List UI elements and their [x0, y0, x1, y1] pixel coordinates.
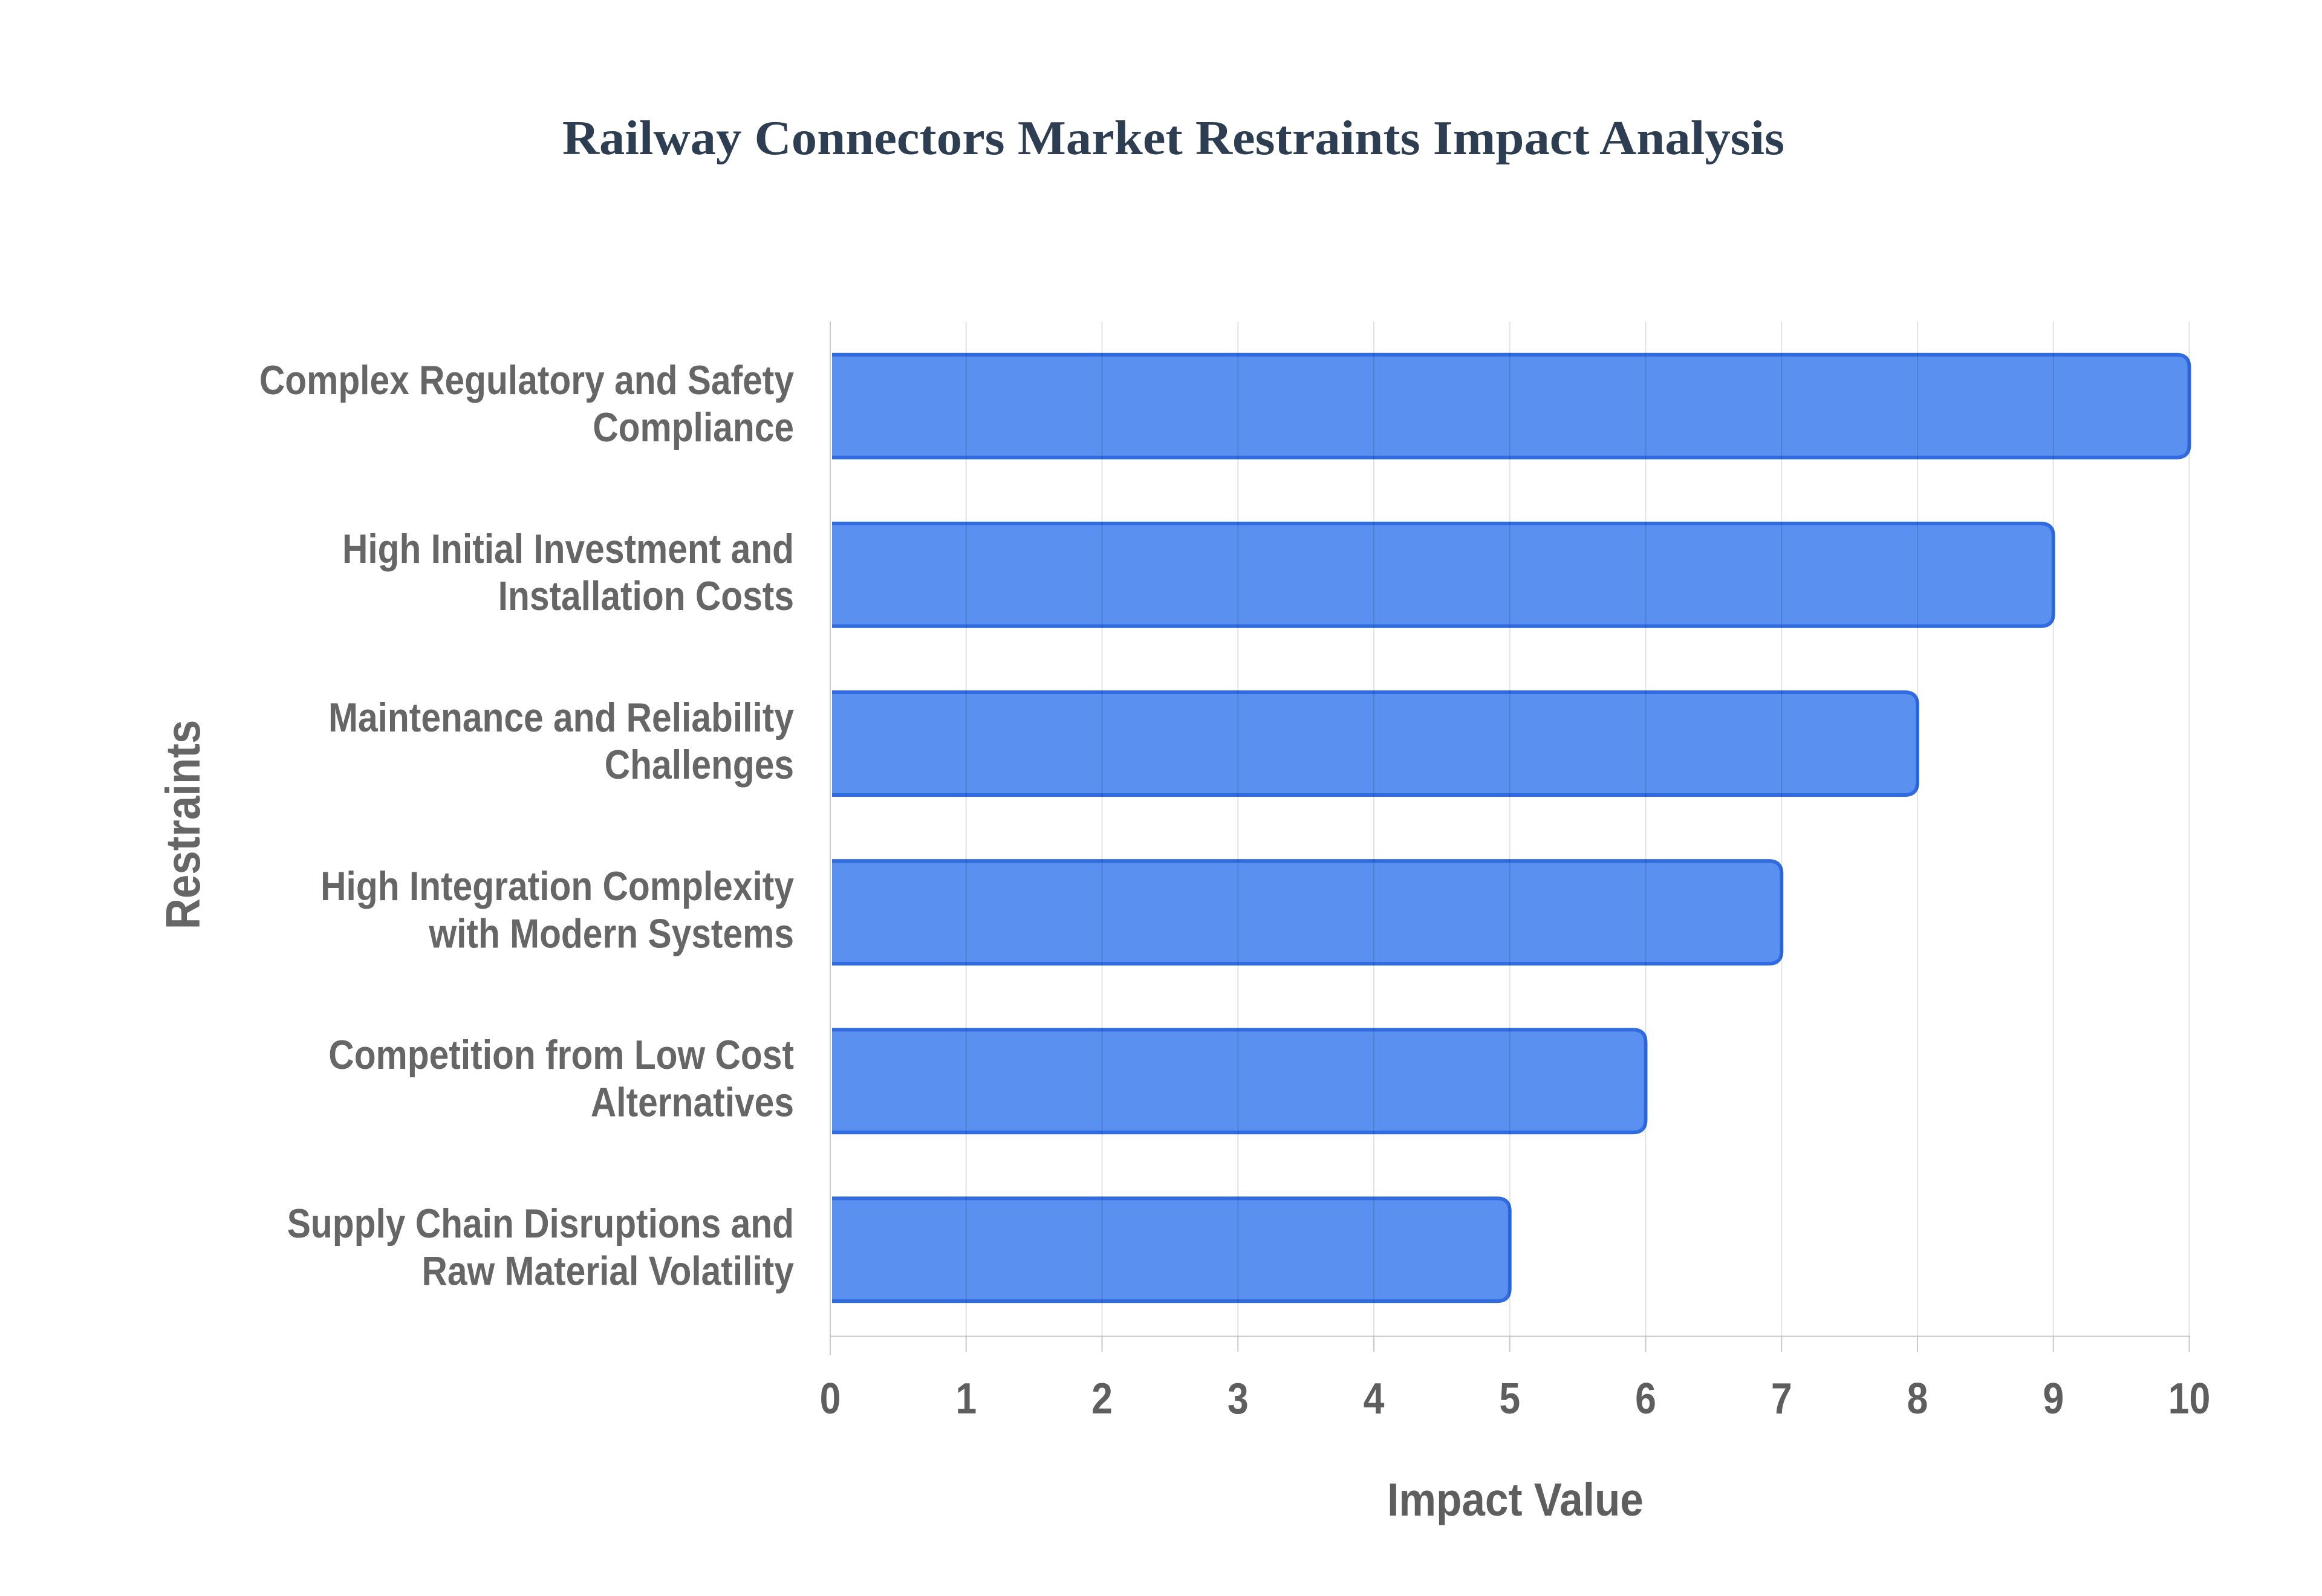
svg-text:7: 7: [1771, 1375, 1792, 1423]
svg-text:9: 9: [2043, 1375, 2064, 1423]
svg-text:Alternatives: Alternatives: [591, 1080, 794, 1126]
svg-text:5: 5: [1499, 1375, 1520, 1423]
svg-text:8: 8: [1907, 1375, 1928, 1423]
svg-text:Restraints: Restraints: [157, 720, 210, 930]
svg-text:6: 6: [1635, 1375, 1656, 1423]
svg-text:Installation Costs: Installation Costs: [498, 574, 794, 619]
svg-text:Supply Chain Disruptions and: Supply Chain Disruptions and: [287, 1201, 794, 1247]
svg-text:Railway Connectors Market Rest: Railway Connectors Market Restraints Imp…: [562, 111, 1784, 165]
svg-text:3: 3: [1228, 1375, 1249, 1423]
svg-text:High Integration Complexity: High Integration Complexity: [320, 864, 794, 909]
svg-text:0: 0: [820, 1375, 841, 1423]
svg-text:with Modern Systems: with Modern Systems: [429, 912, 794, 957]
svg-text:Compliance: Compliance: [593, 405, 794, 450]
svg-text:4: 4: [1364, 1375, 1385, 1423]
svg-text:Raw Material Volatility: Raw Material Volatility: [421, 1249, 794, 1294]
svg-text:Maintenance and Reliability: Maintenance and Reliability: [328, 695, 794, 741]
svg-text:Competition from Low Cost: Competition from Low Cost: [328, 1033, 794, 1078]
svg-text:Challenges: Challenges: [605, 742, 794, 788]
svg-text:10: 10: [2168, 1375, 2211, 1423]
svg-text:Complex Regulatory and Safety: Complex Regulatory and Safety: [259, 358, 794, 403]
svg-text:2: 2: [1091, 1375, 1113, 1423]
svg-text:1: 1: [955, 1375, 977, 1423]
svg-text:High Initial Investment and: High Initial Investment and: [342, 527, 794, 572]
svg-text:Impact Value: Impact Value: [1387, 1474, 1644, 1526]
